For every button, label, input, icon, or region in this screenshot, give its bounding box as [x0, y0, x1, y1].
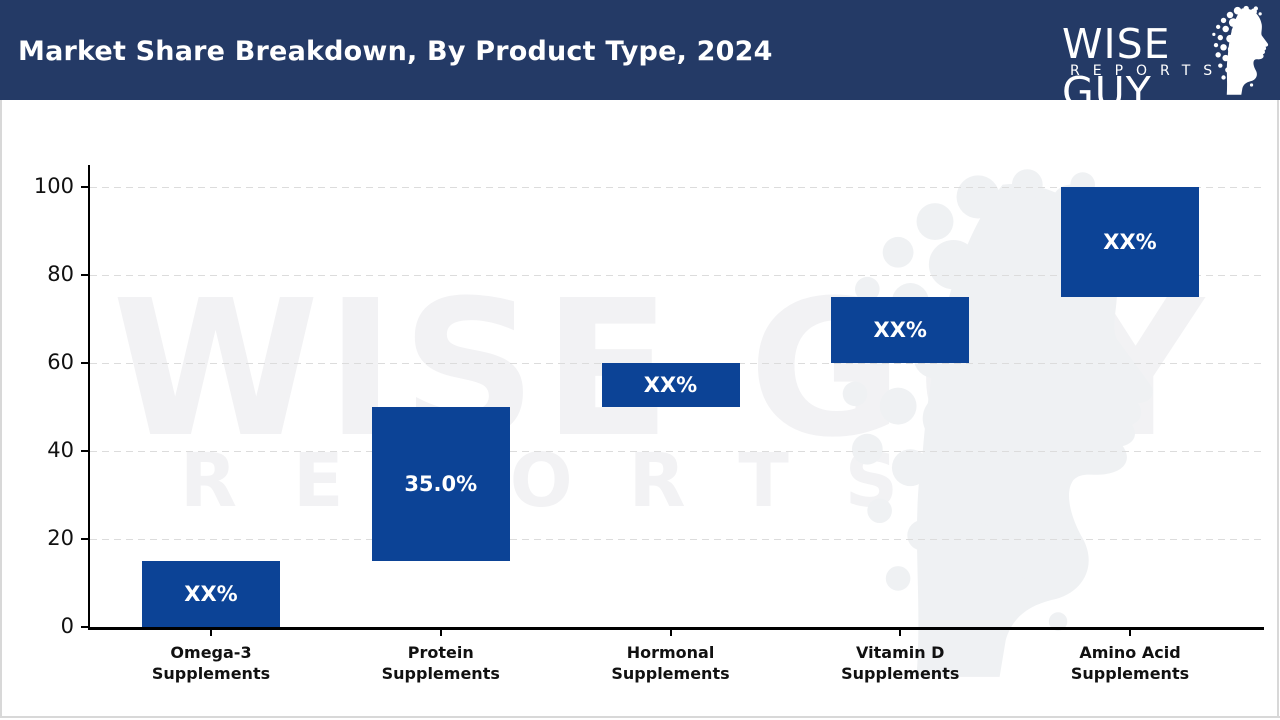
x-axis-line [88, 627, 1264, 630]
bar-segment: XX% [1061, 187, 1199, 297]
x-category-label-line: Supplements [381, 664, 500, 683]
chart-plot: 0 20 40 60 80 100 XX% Omega-3 Supplements 35.0% Pr… [34, 165, 1264, 683]
bar-value-label: XX% [1103, 230, 1157, 254]
x-category-label: Protein Supplements [326, 642, 556, 684]
x-tick-mark [669, 629, 672, 636]
x-category-label: Hormonal Supplements [556, 642, 786, 684]
y-axis-line [88, 165, 90, 629]
bar-segment: XX% [831, 297, 970, 363]
gridline [90, 450, 1264, 452]
y-tick-mark [81, 274, 88, 276]
x-category-label: Amino Acid Supplements [1015, 642, 1245, 684]
brand-logo-name: WISE GUY [1062, 20, 1171, 116]
x-category-label-line: Supplements [1070, 664, 1190, 683]
x-tick-mark [210, 629, 212, 636]
y-tick-mark [81, 450, 88, 452]
bar-value-label: 35.0% [404, 472, 478, 496]
y-tick-mark [81, 362, 88, 364]
page-title: Market Share Breakdown, By Product Type,… [18, 36, 773, 67]
gridline [90, 538, 1264, 540]
y-tick-mark [81, 538, 88, 540]
x-category-label-line: Hormonal [626, 643, 715, 662]
bar-value-label: XX% [184, 582, 238, 606]
page-border-left [0, 100, 2, 717]
x-category-label-line: Supplements [841, 664, 960, 683]
x-category-label-line: Vitamin D [856, 643, 945, 662]
x-category-label-line: Supplements [611, 664, 730, 683]
y-tick-label: 80 [47, 262, 74, 286]
bar-value-label: XX% [643, 373, 698, 397]
page-border-bottom [0, 716, 1280, 718]
page-border-right [1277, 100, 1279, 717]
x-tick-mark [899, 629, 902, 636]
y-tick-label: 20 [47, 526, 74, 550]
brand-logo-tagline: REPORTS [1070, 63, 1226, 79]
x-tick-mark [439, 629, 442, 636]
y-tick-label: 100 [33, 174, 74, 198]
bar-segment: XX% [601, 363, 740, 407]
x-category-label-line: Protein [407, 643, 474, 662]
bar-value-label: XX% [873, 318, 927, 342]
wiseguy-head-icon [1202, 4, 1272, 96]
x-category-label: Omega-3 Supplements [96, 642, 326, 684]
x-tick-mark [1129, 629, 1131, 636]
y-tick-mark [81, 186, 88, 188]
x-category-label-line: Omega-3 [170, 643, 252, 662]
bar-segment: XX% [142, 561, 280, 627]
header-bar: Market Share Breakdown, By Product Type,… [0, 0, 1280, 116]
bar-segment: 35.0% [371, 407, 510, 561]
y-tick-mark [81, 626, 88, 628]
gridline [90, 186, 1264, 188]
gridline [90, 274, 1264, 276]
x-category-label: Vitamin D Supplements [785, 642, 1015, 684]
y-tick-label: 60 [47, 350, 74, 374]
x-category-label-line: Supplements [151, 664, 271, 683]
y-tick-label: 0 [60, 614, 74, 638]
x-category-label-line: Amino Acid [1079, 643, 1181, 662]
brand-logo: WISE GUY REPORTS [1022, 0, 1272, 116]
y-tick-label: 40 [47, 438, 74, 462]
